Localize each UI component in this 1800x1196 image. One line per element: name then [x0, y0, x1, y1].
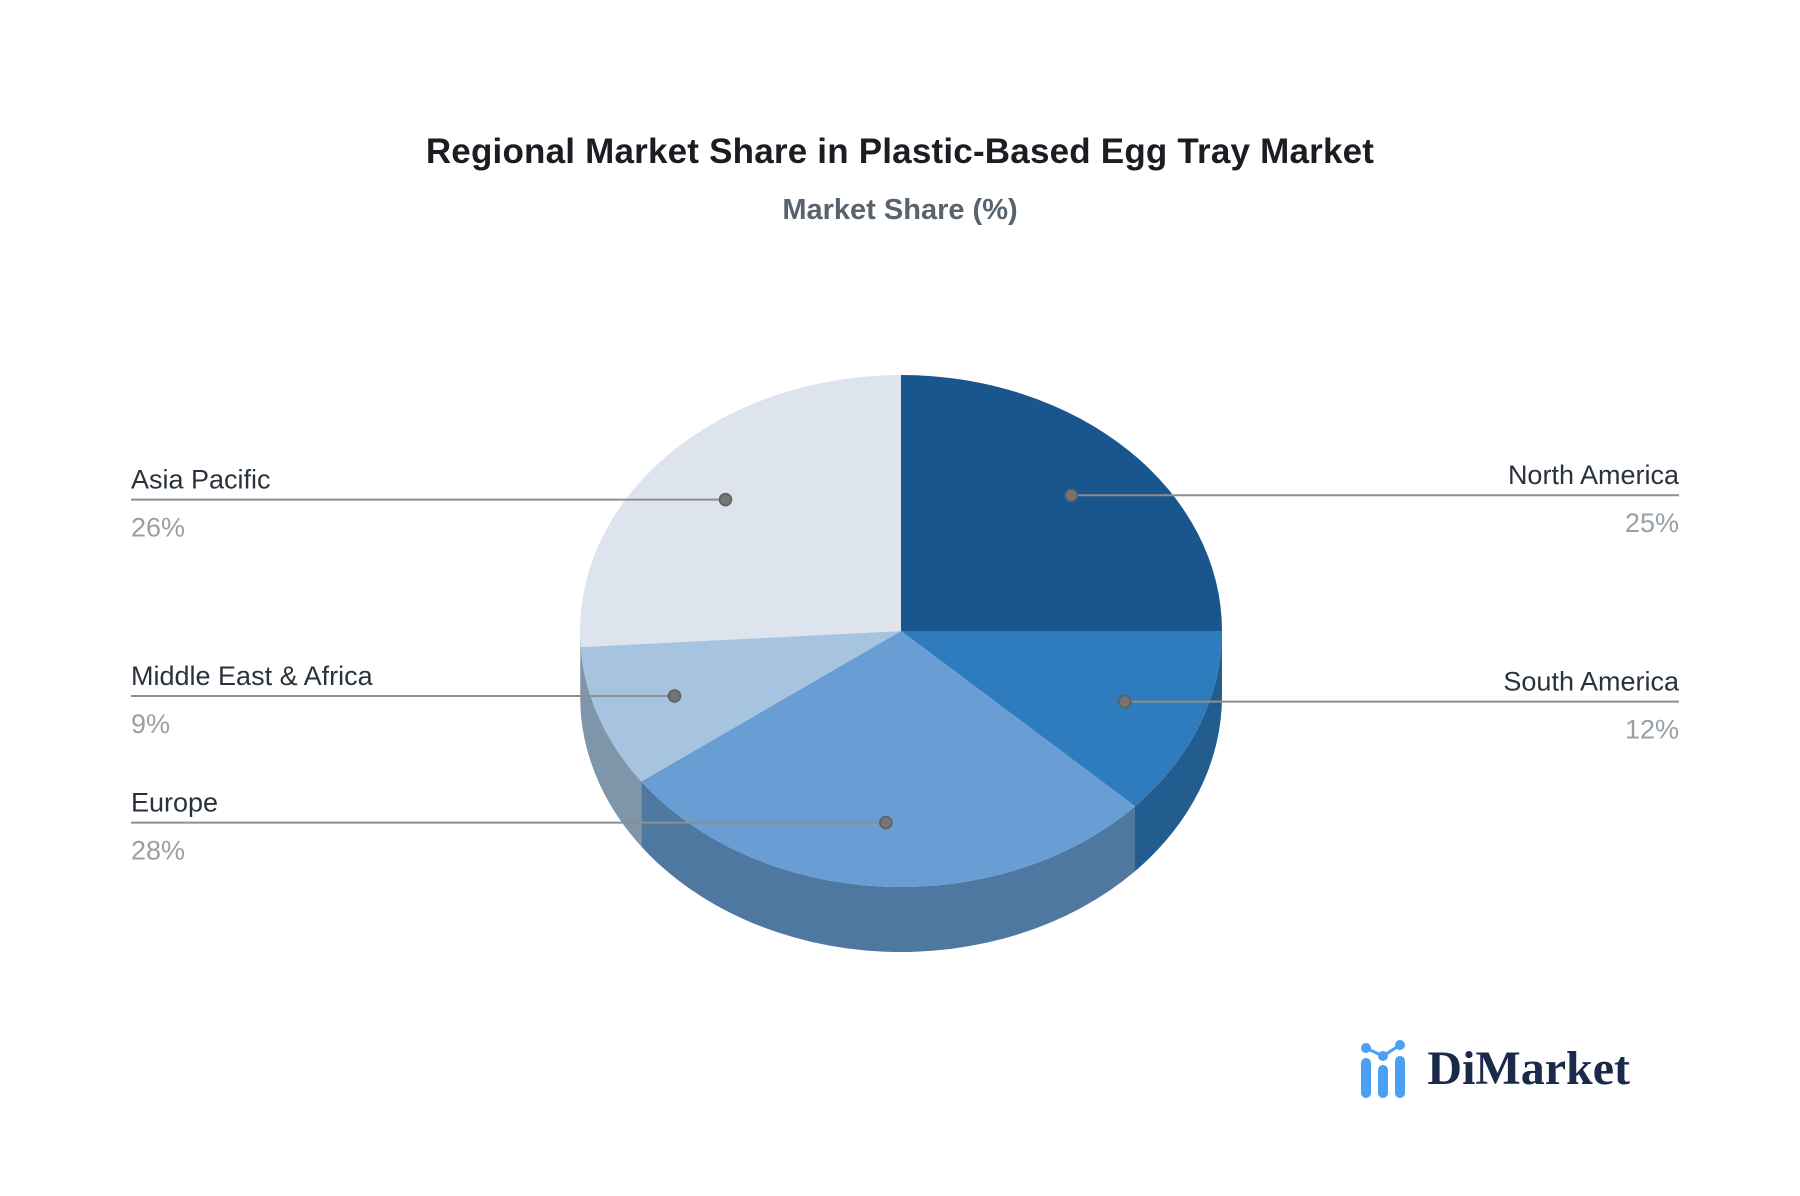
leader-dot: [718, 492, 733, 507]
slice-percentage: 26%: [131, 513, 185, 543]
leader-dot: [1064, 488, 1078, 502]
pie-slice-rim: [580, 631, 581, 713]
chart-title: Regional Market Share in Plastic-Based E…: [425, 132, 1375, 171]
slice-percentage: 25%: [1625, 508, 1679, 538]
slice-percentage: 12%: [1625, 715, 1679, 745]
bar-chart-icon: [1361, 1040, 1406, 1098]
leader-dot: [667, 689, 682, 703]
slice-label: Asia Pacific: [131, 465, 271, 495]
pie-slice-rim: [641, 781, 1135, 952]
pie-slice-asia-pacific[interactable]: [579, 375, 901, 648]
slice-percentage: 9%: [131, 709, 170, 739]
pie-slice-north-america[interactable]: [901, 375, 1222, 631]
pie-slice-rim: [580, 647, 642, 847]
slice-label: North America: [1508, 460, 1680, 490]
pie-slice-rim: [1134, 631, 1222, 872]
chart-subtitle: Market Share (%): [782, 194, 1018, 226]
pie-slice-middle-east-africa[interactable]: [580, 631, 901, 782]
slice-label: Europe: [131, 788, 218, 818]
leader-dot: [1118, 694, 1132, 709]
leader-dot: [879, 815, 893, 830]
pie-slice-south-america[interactable]: [901, 631, 1222, 807]
slice-label: Middle East & Africa: [131, 661, 374, 691]
slice-label: South America: [1503, 667, 1680, 697]
dimarket-logo: DiMarket: [1357, 1036, 1630, 1102]
logo-text: DiMarket: [1427, 1042, 1630, 1095]
slice-percentage: 28%: [131, 836, 185, 866]
